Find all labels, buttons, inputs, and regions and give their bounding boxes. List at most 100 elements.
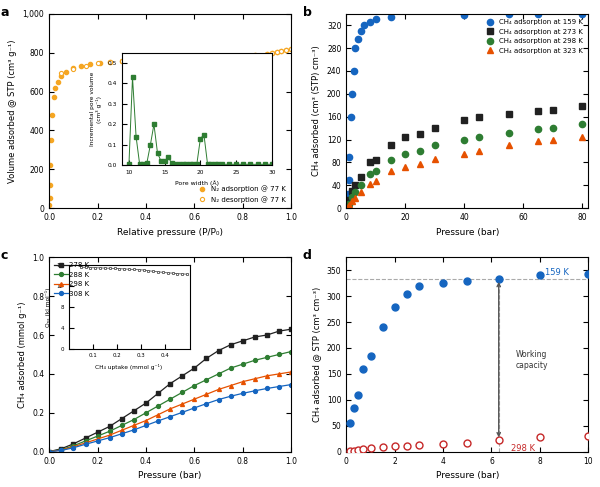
CH₄ adsorption at 323 K bbox=[549, 137, 556, 143]
CH₄ adsorption at 298 K bbox=[549, 125, 556, 131]
CH₄ adsorption at 273 K bbox=[549, 107, 556, 112]
CH₄ adsorption at 298 K bbox=[343, 205, 350, 211]
CH₄ adsorption at 159 K bbox=[349, 91, 356, 97]
278 K bbox=[203, 356, 210, 361]
CH₄ adsorption at 273 K bbox=[579, 103, 586, 109]
N₂ desorption @ 77 K bbox=[118, 58, 125, 64]
278 K bbox=[70, 441, 77, 447]
278 K bbox=[215, 348, 222, 354]
Text: b: b bbox=[303, 6, 311, 19]
N₂ adsorption @ 77 K bbox=[47, 163, 54, 169]
308 K bbox=[191, 405, 198, 411]
CH₄ adsorption at 323 K bbox=[416, 161, 424, 167]
308 K bbox=[275, 384, 283, 390]
Line: 298 K: 298 K bbox=[47, 370, 293, 453]
N₂ adsorption @ 77 K bbox=[46, 182, 53, 187]
308 K bbox=[263, 386, 271, 392]
298 K bbox=[239, 379, 247, 385]
N₂ adsorption @ 77 K bbox=[70, 65, 77, 71]
298 K bbox=[94, 436, 101, 442]
288 K bbox=[203, 377, 210, 383]
298 K bbox=[287, 369, 295, 375]
Legend: CH₄ adsorption at 159 K, CH₄ adsorption at 273 K, CH₄ adsorption at 298 K, CH₄ a: CH₄ adsorption at 159 K, CH₄ adsorption … bbox=[481, 17, 585, 56]
308 K bbox=[106, 435, 113, 441]
308 K bbox=[154, 418, 161, 424]
CH₄ adsorption at 159 K bbox=[346, 154, 353, 160]
308 K bbox=[94, 438, 101, 444]
278 K bbox=[179, 373, 186, 379]
Text: c: c bbox=[1, 249, 8, 262]
CH₄ adsorption at 298 K bbox=[431, 142, 439, 148]
CH₄ adsorption at 323 K bbox=[367, 181, 374, 187]
N₂ adsorption @ 77 K bbox=[49, 112, 56, 118]
N₂ adsorption @ 77 K bbox=[179, 55, 186, 61]
298 K bbox=[263, 373, 271, 379]
288 K bbox=[251, 357, 259, 363]
Text: Working
capacity: Working capacity bbox=[515, 350, 548, 370]
N₂ adsorption @ 77 K bbox=[203, 54, 210, 60]
N₂ desorption @ 77 K bbox=[287, 46, 295, 52]
298 K bbox=[46, 449, 53, 454]
278 K bbox=[82, 435, 89, 441]
N₂ desorption @ 77 K bbox=[58, 70, 65, 76]
308 K bbox=[82, 441, 89, 447]
308 K bbox=[118, 431, 125, 437]
N₂ desorption @ 77 K bbox=[227, 53, 234, 59]
CH₄ adsorption at 273 K bbox=[367, 159, 374, 165]
N₂ adsorption @ 77 K bbox=[154, 56, 161, 62]
CH₄ adsorption at 159 K bbox=[358, 28, 365, 34]
CH₄ adsorption at 273 K bbox=[343, 205, 350, 211]
Line: N₂ desorption @ 77 K: N₂ desorption @ 77 K bbox=[59, 47, 293, 75]
288 K bbox=[106, 428, 113, 434]
298 K bbox=[203, 392, 210, 397]
CH₄ adsorption at 298 K bbox=[535, 126, 542, 132]
298 K bbox=[118, 427, 125, 433]
308 K bbox=[167, 414, 174, 420]
Line: CH₄ adsorption at 159 K: CH₄ adsorption at 159 K bbox=[343, 11, 586, 210]
308 K bbox=[203, 401, 210, 407]
CH₄ adsorption at 273 K bbox=[352, 182, 359, 188]
Legend: 278 K, 288 K, 298 K, 308 K: 278 K, 288 K, 298 K, 308 K bbox=[53, 261, 91, 298]
N₂ desorption @ 77 K bbox=[94, 60, 101, 66]
278 K bbox=[142, 400, 149, 406]
CH₄ adsorption at 159 K bbox=[367, 19, 374, 25]
308 K bbox=[46, 449, 53, 454]
CH₄ adsorption at 323 K bbox=[535, 138, 542, 144]
X-axis label: Pressure (bar): Pressure (bar) bbox=[139, 471, 202, 480]
N₂ adsorption @ 77 K bbox=[97, 60, 104, 66]
288 K bbox=[154, 403, 161, 409]
Line: CH₄ adsorption at 323 K: CH₄ adsorption at 323 K bbox=[343, 133, 586, 211]
CH₄ adsorption at 159 K bbox=[579, 11, 586, 17]
CH₄ adsorption at 273 K bbox=[535, 108, 542, 114]
CH₄ adsorption at 323 K bbox=[358, 189, 365, 195]
N₂ desorption @ 77 K bbox=[82, 63, 89, 69]
308 K bbox=[130, 427, 137, 433]
N₂ adsorption @ 77 K bbox=[239, 53, 247, 58]
CH₄ adsorption at 159 K bbox=[461, 12, 468, 18]
N₂ adsorption @ 77 K bbox=[227, 53, 234, 59]
CH₄ adsorption at 159 K bbox=[343, 204, 350, 210]
CH₄ adsorption at 273 K bbox=[344, 203, 352, 208]
308 K bbox=[239, 391, 247, 396]
N₂ adsorption @ 77 K bbox=[268, 50, 275, 56]
278 K bbox=[287, 326, 295, 332]
298 K bbox=[191, 396, 198, 402]
CH₄ adsorption at 298 K bbox=[349, 194, 356, 200]
Y-axis label: Volume adsorbed @ STP (cm³ g⁻¹): Volume adsorbed @ STP (cm³ g⁻¹) bbox=[8, 39, 17, 183]
278 K bbox=[106, 424, 113, 430]
CH₄ adsorption at 159 K bbox=[355, 37, 362, 42]
CH₄ adsorption at 323 K bbox=[349, 198, 356, 204]
N₂ desorption @ 77 K bbox=[142, 56, 149, 62]
CH₄ adsorption at 273 K bbox=[346, 197, 353, 203]
288 K bbox=[167, 396, 174, 402]
CH₄ adsorption at 273 K bbox=[402, 134, 409, 140]
N₂ adsorption @ 77 K bbox=[215, 54, 222, 59]
CH₄ adsorption at 159 K bbox=[350, 68, 357, 74]
X-axis label: Relative pressure (P/P₀): Relative pressure (P/P₀) bbox=[117, 227, 223, 237]
288 K bbox=[118, 423, 125, 429]
Text: 298 K: 298 K bbox=[511, 444, 535, 453]
298 K bbox=[58, 447, 65, 453]
298 K bbox=[106, 432, 113, 438]
N₂ desorption @ 77 K bbox=[283, 47, 290, 53]
278 K bbox=[154, 391, 161, 396]
